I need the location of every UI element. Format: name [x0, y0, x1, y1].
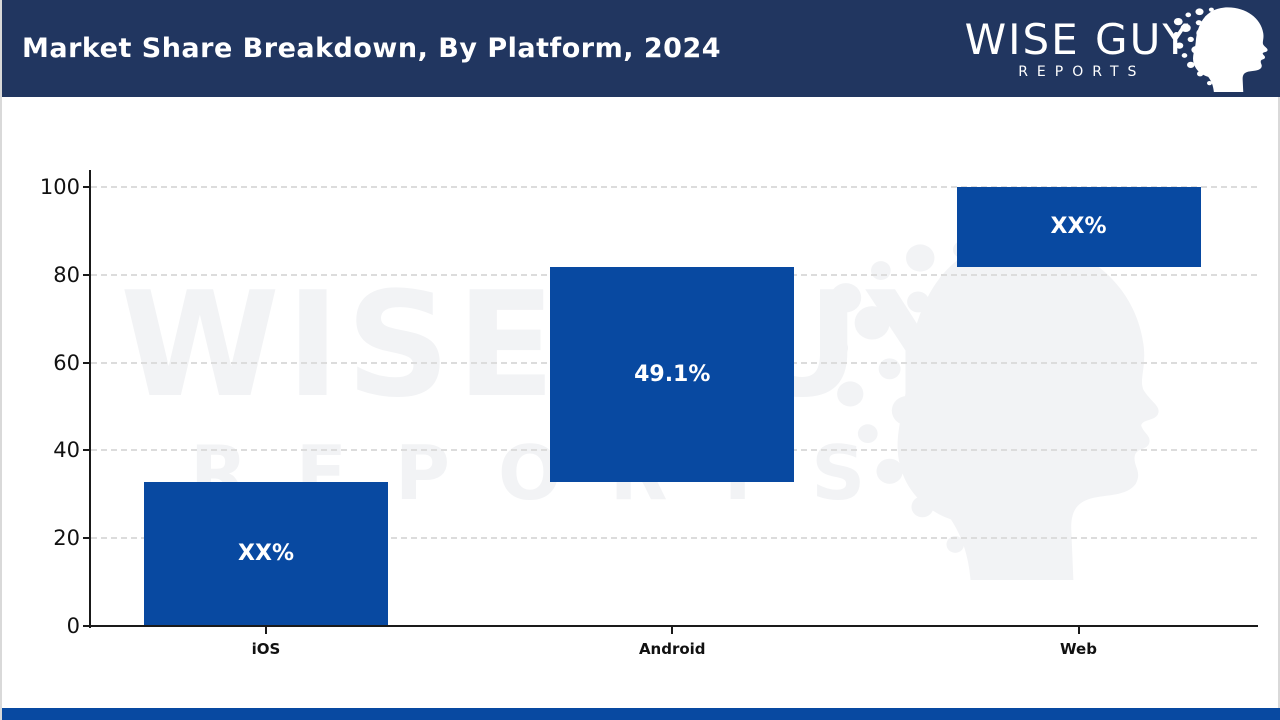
- gridline-y20: [91, 537, 1257, 540]
- y-axis-tick: [83, 537, 90, 540]
- x-axis-tick: [671, 627, 674, 634]
- bar-segment-ios: [144, 482, 388, 626]
- x-axis: [88, 625, 1258, 627]
- y-tick-label: 40: [53, 438, 80, 463]
- x-axis-tick: [1077, 627, 1080, 634]
- x-tick-label: iOS: [251, 640, 281, 658]
- y-tick-label: 60: [53, 350, 80, 375]
- header-bar: Market Share Breakdown, By Platform, 202…: [2, 0, 1280, 97]
- x-tick-label: Web: [1060, 640, 1097, 658]
- y-axis-tick: [83, 186, 90, 188]
- x-tick-label: Android: [638, 640, 706, 658]
- logo-head-icon: [1173, 7, 1268, 92]
- y-tick-label: 100: [39, 175, 80, 199]
- gridline-y100: [91, 186, 1257, 188]
- x-axis-tick: [265, 627, 267, 634]
- logo-wordmark: WISE GUY REPORTS: [964, 14, 1190, 81]
- y-axis-tick: [83, 361, 90, 364]
- y-axis-tick: [83, 449, 90, 452]
- y-axis: [89, 170, 91, 628]
- bar-segment-android: [550, 266, 795, 483]
- footer-bar: [2, 708, 1280, 720]
- y-tick-label: 0: [66, 614, 80, 638]
- logo-wordmark-line2: REPORTS: [1018, 64, 1146, 81]
- y-tick-label: 80: [53, 262, 80, 287]
- y-axis-tick: [83, 625, 90, 627]
- bar-value-label: XX%: [1050, 213, 1107, 239]
- page-title: Market Share Breakdown, By Platform, 202…: [22, 33, 722, 64]
- y-axis-tick: [83, 273, 90, 276]
- logo: WISE GUY REPORTS: [965, 4, 1272, 94]
- y-tick-label: 20: [53, 526, 80, 551]
- bar-value-label: XX%: [238, 541, 294, 567]
- logo-wordmark-line1: WISE GUY: [964, 14, 1190, 64]
- bar-value-label: 49.1%: [634, 361, 711, 387]
